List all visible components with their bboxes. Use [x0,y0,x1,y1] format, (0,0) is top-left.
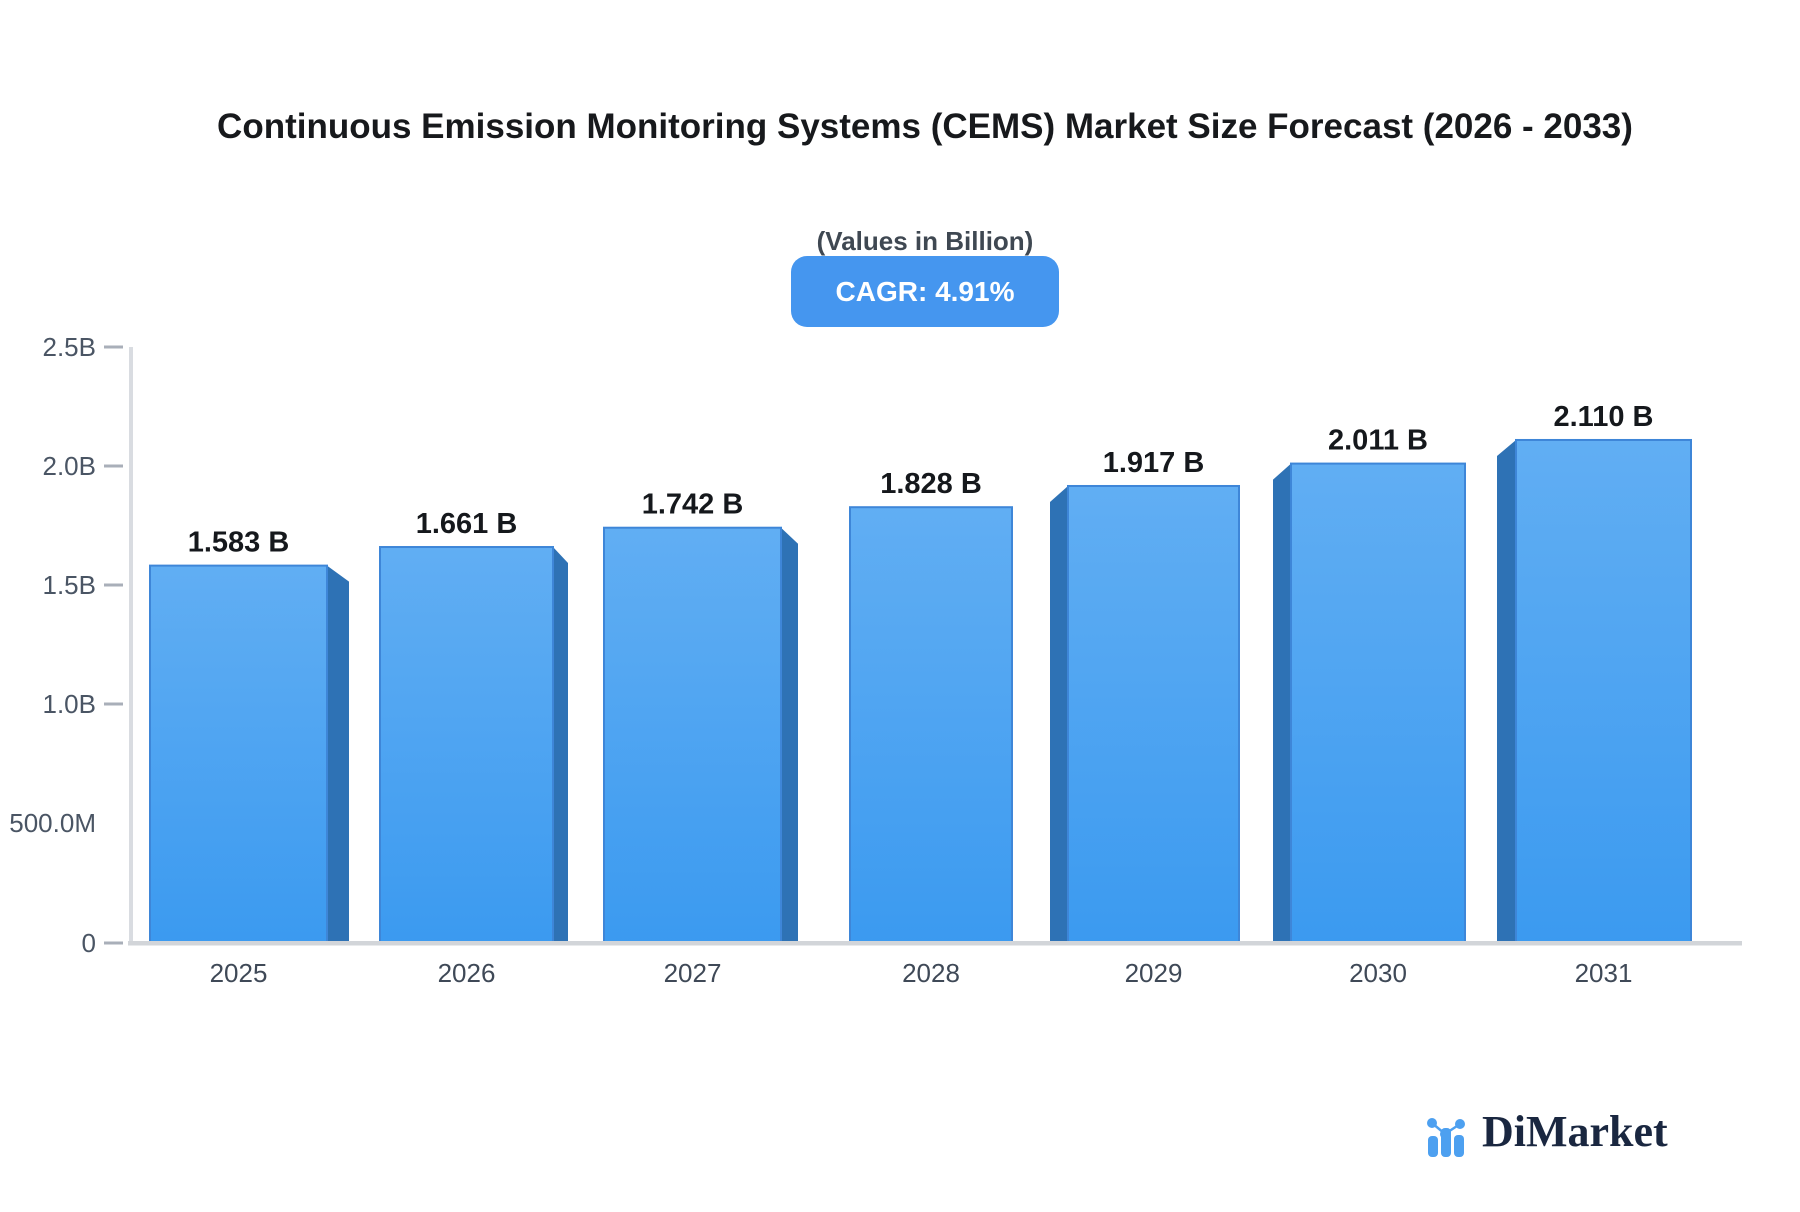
y-axis-tick-mark [104,345,123,349]
brand-name: DiMarket [1482,1107,1668,1156]
bar[interactable] [149,564,328,944]
bar-side-face [1497,439,1516,943]
chart-subtitle: (Values in Billion) [816,226,1034,256]
logo-bar [1428,1136,1438,1157]
bar-value-label: 1.917 B [1103,447,1205,479]
x-axis-category-label: 2026 [438,958,496,988]
y-axis-tick-label: 2.5B [43,332,97,362]
bar-value-label: 1.742 B [642,489,744,521]
bar-value-label: 1.661 B [416,508,518,540]
y-axis-tick-mark [104,464,123,468]
logo-trend-dot [1455,1119,1465,1129]
cagr-badge: CAGR: 4.91% [791,256,1059,327]
y-axis-tick-label: 0 [82,928,96,958]
chart-title: Continuous Emission Monitoring Systems (… [217,107,1633,146]
brand-logo: DiMarket [1420,1095,1720,1157]
x-axis-category-label: 2031 [1575,958,1633,988]
x-axis-category-label: 2030 [1349,958,1407,988]
bar[interactable] [379,546,554,944]
logo-bar [1454,1135,1464,1157]
logo-trend-dot [1440,1129,1450,1139]
x-axis-category-label: 2029 [1125,958,1183,988]
bar-side-face [327,565,349,943]
y-axis-tick-label: 1.5B [43,570,97,600]
bar-side-face [553,547,568,943]
x-axis-category-label: 2028 [902,958,960,988]
bar[interactable] [1067,484,1240,944]
bar[interactable] [1515,438,1692,944]
bar-value-label: 1.828 B [880,468,982,500]
y-axis-tick-mark [104,702,123,706]
bar-value-label: 2.011 B [1328,425,1428,457]
y-axis-tick-label: 2.0B [43,451,97,481]
logo-trend-dot [1427,1118,1437,1128]
y-axis-tick-mark [104,941,123,945]
bar-side-face [781,527,798,943]
x-axis-category-label: 2027 [664,958,722,988]
y-axis-tick-mark [104,583,123,587]
bar-value-label: 2.110 B [1554,401,1654,433]
y-axis-tick-label: 500.0M [9,808,96,838]
y-axis-tick-label: 1.0B [43,689,97,719]
x-axis-category-label: 2025 [210,958,268,988]
x-axis-line [128,941,1742,946]
bar-side-face [1273,463,1291,943]
bar-chart-trend-icon [1427,1118,1465,1157]
y-axis-line [129,347,133,945]
bar-side-face [1050,485,1068,943]
bar-value-label: 1.583 B [188,527,290,559]
bar[interactable] [603,526,782,944]
bar[interactable] [849,506,1013,944]
bar[interactable] [1290,462,1466,944]
